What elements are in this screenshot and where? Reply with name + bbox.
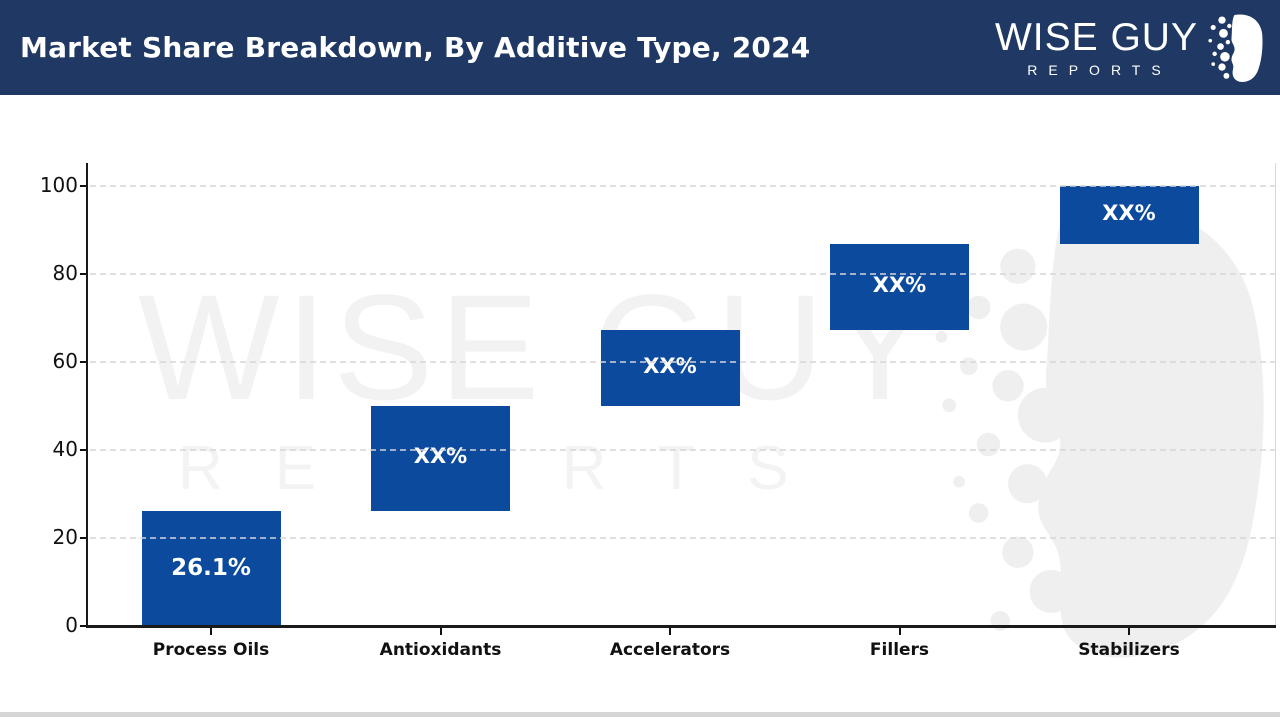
y-tick-label: 0 — [65, 613, 78, 637]
plot-right-border — [1275, 163, 1276, 626]
gridline-y100 — [90, 185, 1276, 187]
watermark-brand-text: WISE GUY — [138, 263, 937, 431]
brand-reports-text: REPORTS — [1027, 61, 1172, 78]
bar-stabilizers: XX% — [1059, 186, 1199, 244]
bar-accelerators: XX% — [600, 329, 740, 406]
x-tick-mark — [210, 627, 212, 635]
head-profile-dots-icon — [1208, 13, 1263, 82]
y-tick-label: 80 — [52, 261, 78, 285]
x-tick-mark — [1128, 627, 1130, 635]
bar-value-label: XX% — [872, 272, 927, 297]
y-tick-mark — [80, 449, 88, 451]
brand-name-text: WISE GUY — [994, 15, 1198, 59]
gridline-y60 — [90, 361, 1276, 363]
x-tick-label: Fillers — [869, 640, 930, 660]
bar-value-label: XX% — [643, 353, 697, 378]
y-tick-mark — [80, 185, 88, 187]
y-tick-label: 40 — [52, 437, 78, 461]
bar-value-label: XX% — [1102, 200, 1156, 225]
y-tick-mark — [80, 537, 88, 539]
footer-strip — [0, 712, 1280, 717]
bar-fillers: XX% — [830, 243, 969, 330]
x-tick-label: Stabilizers — [1078, 640, 1180, 660]
page-title: Market Share Breakdown, By Additive Type… — [20, 31, 811, 64]
x-tick-label: Accelerators — [609, 640, 731, 660]
y-tick-mark — [80, 361, 88, 363]
gridline-y80 — [90, 273, 1276, 275]
x-tick-mark — [439, 627, 442, 635]
bar-value-label: 26.1% — [171, 554, 251, 581]
y-tick-label: 60 — [52, 349, 78, 373]
bar-antioxidants: XX% — [371, 405, 510, 512]
x-tick-label: Process Oils — [152, 640, 270, 660]
x-tick-mark — [898, 627, 901, 635]
brand-wordmark: WISE GUY REPORTS — [995, 18, 1198, 78]
x-tick-mark — [669, 627, 671, 635]
bar-value-label: XX% — [413, 444, 468, 469]
brand-logo: WISE GUY REPORTS — [995, 9, 1266, 87]
y-tick-label: 100 — [39, 173, 78, 197]
x-tick-label: Antioxidants — [379, 640, 502, 660]
y-tick-label: 20 — [52, 525, 78, 549]
gridline-y40 — [90, 449, 1276, 451]
y-axis-line — [86, 163, 88, 627]
bar-process-oils: 26.1% — [141, 511, 281, 626]
watermark-head-profile-dots-icon — [935, 202, 1264, 658]
header-bar: Market Share Breakdown, By Additive Type… — [0, 0, 1280, 95]
x-axis-line — [86, 625, 1276, 628]
y-tick-mark — [80, 273, 88, 275]
gridline-y20 — [90, 537, 1276, 539]
y-tick-mark — [80, 625, 88, 627]
